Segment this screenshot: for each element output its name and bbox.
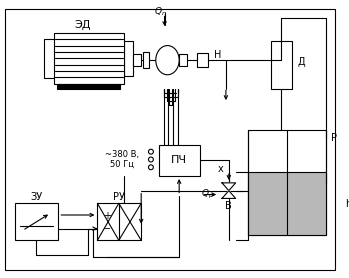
Text: ~380 В,
50 Гц: ~380 В, 50 Гц xyxy=(105,150,139,169)
Text: Н: Н xyxy=(214,50,222,60)
Bar xyxy=(53,33,124,84)
Polygon shape xyxy=(222,191,236,198)
Text: Д: Д xyxy=(298,57,306,67)
Bar xyxy=(44,39,55,78)
Bar xyxy=(58,84,120,90)
Text: РУ: РУ xyxy=(113,192,125,202)
Text: h: h xyxy=(346,199,349,209)
Ellipse shape xyxy=(156,46,179,75)
Text: $Q_{п}$: $Q_{п}$ xyxy=(154,5,167,18)
Bar xyxy=(248,130,326,235)
Bar xyxy=(271,41,292,90)
Bar xyxy=(97,203,141,240)
Bar xyxy=(159,145,200,176)
Text: $Q_{р}$: $Q_{р}$ xyxy=(201,188,214,201)
Bar xyxy=(133,54,141,66)
Text: ЗУ: ЗУ xyxy=(30,192,42,202)
Bar xyxy=(248,172,326,235)
Text: В: В xyxy=(225,201,232,211)
Text: x: x xyxy=(218,164,224,174)
Bar xyxy=(179,54,187,66)
Polygon shape xyxy=(222,183,236,191)
Text: ПЧ: ПЧ xyxy=(171,155,187,165)
Text: Р: Р xyxy=(331,133,337,143)
Text: ЭД: ЭД xyxy=(75,20,91,30)
Bar xyxy=(157,53,164,67)
Bar xyxy=(197,53,208,67)
Bar xyxy=(143,52,149,68)
Text: +: + xyxy=(103,211,111,221)
Text: −: − xyxy=(103,224,111,234)
Bar xyxy=(15,203,58,240)
Bar xyxy=(124,41,133,76)
